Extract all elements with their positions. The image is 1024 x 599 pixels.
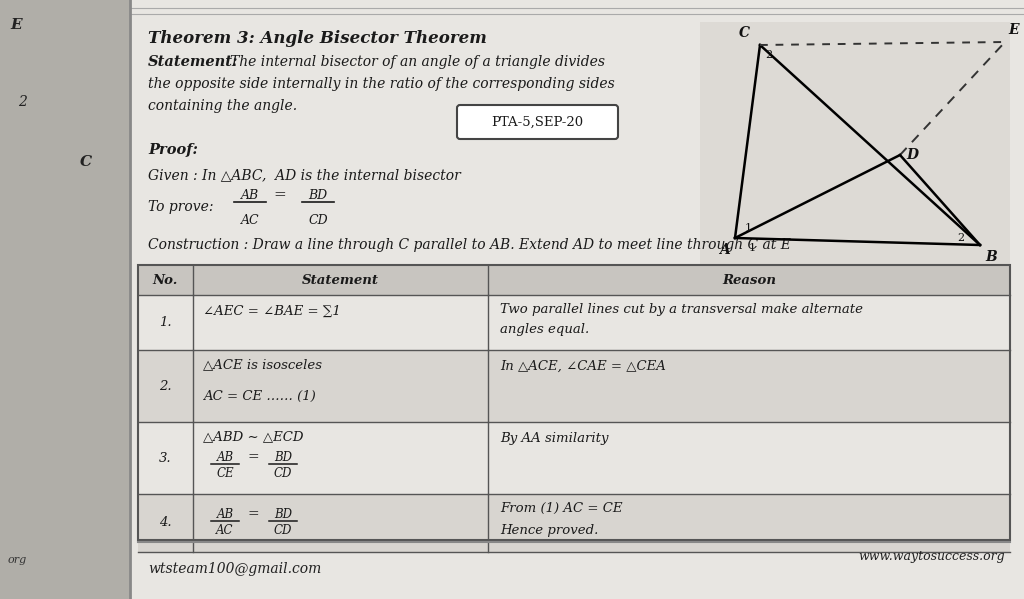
- Text: △ABD ∼ △ECD: △ABD ∼ △ECD: [203, 430, 303, 443]
- Text: AC = CE …… (1): AC = CE …… (1): [203, 390, 315, 403]
- Text: The internal bisector of an angle of a triangle divides: The internal bisector of an angle of a t…: [230, 55, 605, 69]
- Text: org: org: [8, 555, 28, 565]
- Text: =: =: [247, 450, 259, 464]
- Text: CD: CD: [273, 467, 292, 480]
- Text: angles equal.: angles equal.: [500, 323, 589, 336]
- Text: =: =: [247, 507, 259, 521]
- Text: www.waytosuccess.org: www.waytosuccess.org: [858, 550, 1005, 563]
- Text: Statement:: Statement:: [148, 55, 239, 69]
- Polygon shape: [138, 422, 1010, 494]
- Text: Two parallel lines cut by a transversal make alternate: Two parallel lines cut by a transversal …: [500, 303, 863, 316]
- Text: By AA similarity: By AA similarity: [500, 432, 608, 445]
- Polygon shape: [130, 0, 1024, 599]
- Text: B: B: [985, 250, 996, 264]
- Text: 3.: 3.: [159, 452, 172, 464]
- Text: 2: 2: [956, 233, 964, 243]
- Text: Proof:: Proof:: [148, 143, 198, 157]
- Polygon shape: [0, 0, 130, 599]
- Text: 2: 2: [18, 95, 27, 109]
- Text: 1: 1: [745, 223, 752, 233]
- Text: To prove:: To prove:: [148, 200, 218, 214]
- Text: BD: BD: [274, 451, 292, 464]
- Text: containing the angle.: containing the angle.: [148, 99, 297, 113]
- Text: Given : In △ABC,  AD is the internal bisector: Given : In △ABC, AD is the internal bise…: [148, 168, 461, 182]
- Text: No.: No.: [153, 274, 178, 286]
- Text: AB: AB: [216, 508, 233, 521]
- Text: CD: CD: [308, 214, 328, 227]
- Text: the opposite side internally in the ratio of the corresponding sides: the opposite side internally in the rati…: [148, 77, 614, 91]
- Text: A: A: [719, 243, 730, 257]
- Text: 2: 2: [765, 50, 772, 60]
- Text: CD: CD: [273, 524, 292, 537]
- Text: 4.: 4.: [159, 516, 172, 530]
- Text: BD: BD: [274, 508, 292, 521]
- Text: AC: AC: [216, 524, 233, 537]
- Text: 2.: 2.: [159, 380, 172, 392]
- Text: AB: AB: [216, 451, 233, 464]
- Text: From (1) AC = CE: From (1) AC = CE: [500, 502, 623, 515]
- Text: In △ACE, ∠CAE = △CEA: In △ACE, ∠CAE = △CEA: [500, 360, 666, 373]
- Text: C: C: [80, 155, 92, 169]
- Polygon shape: [138, 494, 1010, 552]
- Text: E: E: [1008, 23, 1019, 37]
- Text: 1.: 1.: [159, 316, 172, 329]
- Polygon shape: [138, 350, 1010, 422]
- Polygon shape: [138, 265, 1010, 295]
- Text: Theorem 3: Angle Bisector Theorem: Theorem 3: Angle Bisector Theorem: [148, 30, 486, 47]
- Text: △ACE is isosceles: △ACE is isosceles: [203, 358, 322, 371]
- Text: wtsteam100@gmail.com: wtsteam100@gmail.com: [148, 562, 322, 576]
- Text: 1: 1: [749, 243, 756, 253]
- Text: Hence proved.: Hence proved.: [500, 524, 598, 537]
- Text: E: E: [10, 18, 22, 32]
- Text: Construction : Draw a line through C parallel to AB. Extend AD to meet line thro: Construction : Draw a line through C par…: [148, 238, 791, 252]
- Text: Reason: Reason: [722, 274, 776, 286]
- Text: =: =: [273, 188, 287, 202]
- Text: C: C: [739, 26, 750, 40]
- Text: AB: AB: [241, 189, 259, 202]
- Text: CE: CE: [216, 467, 233, 480]
- Text: PTA-5,SEP-20: PTA-5,SEP-20: [490, 116, 583, 129]
- Text: Statement: Statement: [302, 274, 379, 286]
- Text: AC: AC: [241, 214, 259, 227]
- Polygon shape: [700, 22, 1010, 270]
- Text: D: D: [906, 148, 918, 162]
- FancyBboxPatch shape: [457, 105, 618, 139]
- Polygon shape: [138, 295, 1010, 350]
- Text: ∠AEC = ∠BAE = ∑1: ∠AEC = ∠BAE = ∑1: [203, 305, 341, 318]
- Text: BD: BD: [308, 189, 328, 202]
